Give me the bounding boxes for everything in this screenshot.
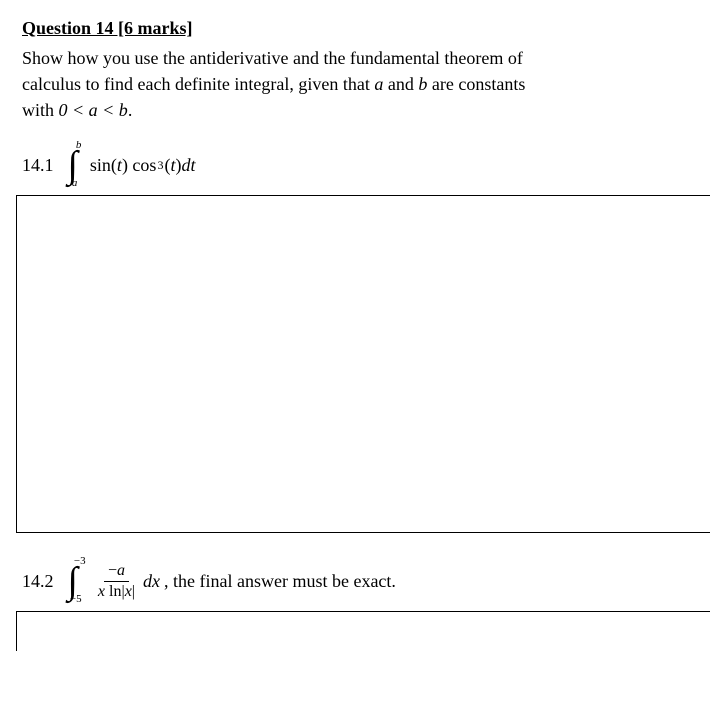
var-a-num: a [117,562,125,579]
instructions-line2a: calculus to find each definite integral,… [22,74,374,94]
var-x1: x [98,583,105,600]
integral-limits: −3 −5 [74,561,88,601]
upper-limit: b [76,139,82,151]
integral-14-1: ∫ b a sin(t) cos3(t)dt [68,145,196,185]
instructions-line2e: are constants [427,74,525,94]
inequality: 0 < a < b [59,100,128,120]
integral-14-2: ∫ −3 −5 −a x ln|x| dx, the final answer … [68,561,396,601]
integrand: −a x ln|x| dx, the final answer must be … [90,562,396,600]
integral-limits: b a [74,145,88,185]
instructions-line2c: and [383,74,418,94]
instructions-line3c: . [128,100,133,120]
dx: dx [143,571,160,592]
fraction: −a x ln|x| [94,562,139,600]
lower-limit: a [72,177,78,189]
question-heading: Question 14 [6 marks] [22,18,688,39]
instructions-line1: Show how you use the antiderivative and … [22,48,523,68]
upper-limit: −3 [74,555,86,567]
integrand: sin(t) cos3(t)dt [90,155,196,176]
subq-number: 14.1 [22,155,54,176]
lower-limit: −5 [70,593,82,605]
cos-text: ) cos [122,155,157,176]
minus: − [108,562,117,579]
var-x2: x [125,583,132,600]
denominator: x ln|x| [94,582,139,601]
answer-box-14-2 [16,611,710,651]
instructions-line3a: with [22,100,59,120]
ln-text: ln| [105,583,125,600]
subquestion-14-1: 14.1 ∫ b a sin(t) cos3(t)dt [22,145,688,185]
question-instructions: Show how you use the antiderivative and … [22,45,688,123]
subquestion-14-2: 14.2 ∫ −3 −5 −a x ln|x| dx, the final an… [22,561,688,601]
exponent-3: 3 [157,158,163,173]
answer-box-14-1 [16,195,710,533]
sin-text: sin( [90,155,117,176]
dt: dt [181,155,195,176]
abs-close: | [132,583,135,600]
numerator: −a [104,562,129,582]
subq-number: 14.2 [22,571,54,592]
tail-text: , the final answer must be exact. [164,571,396,592]
